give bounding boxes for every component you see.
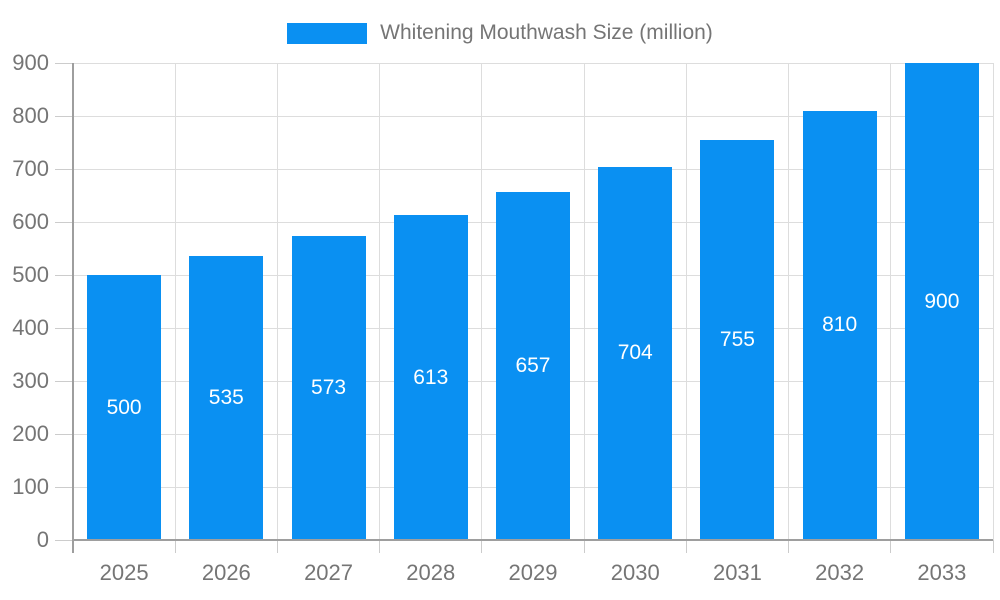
x-axis-tick <box>583 540 585 553</box>
bar <box>802 110 877 540</box>
bar-value-label: 535 <box>208 386 244 410</box>
x-axis-tick <box>992 540 994 553</box>
grid-line-vertical <box>583 63 585 540</box>
legend-label: Whitening Mouthwash Size (million) <box>380 21 713 44</box>
y-axis-tick <box>55 274 73 276</box>
grid-line-vertical <box>481 63 483 540</box>
x-axis-tick-label: 2026 <box>201 560 251 585</box>
y-axis-tick-label: 0 <box>36 527 49 552</box>
x-axis-line <box>73 539 993 541</box>
grid-line-vertical <box>788 63 790 540</box>
y-axis-tick <box>55 168 73 170</box>
x-axis-tick <box>685 540 687 553</box>
x-axis-tick <box>788 540 790 553</box>
grid-line-vertical <box>890 63 892 540</box>
y-axis-tick <box>55 62 73 64</box>
y-axis-tick <box>55 221 73 223</box>
x-axis-tick-label: 2031 <box>712 560 762 585</box>
y-axis-tick <box>55 486 73 488</box>
bar-value-label: 704 <box>617 341 653 365</box>
x-axis-tick-label: 2027 <box>304 560 354 585</box>
y-axis-tick-label: 100 <box>12 474 49 499</box>
x-axis-tick <box>174 540 176 553</box>
bar <box>700 139 775 540</box>
grid-line-horizontal <box>73 168 993 170</box>
y-axis-tick-label: 200 <box>12 421 49 446</box>
grid-line-vertical <box>685 63 687 540</box>
bar <box>393 215 468 540</box>
x-axis-tick-label: 2028 <box>406 560 456 585</box>
bar-value-label: 810 <box>822 313 858 337</box>
bar-value-label: 900 <box>924 289 960 313</box>
legend: Whitening Mouthwash Size (million) <box>0 21 1000 45</box>
bar <box>904 63 979 540</box>
grid-line-vertical <box>276 63 278 540</box>
y-axis-tick <box>55 433 73 435</box>
x-axis-tick <box>276 540 278 553</box>
x-axis-tick-label: 2025 <box>99 560 149 585</box>
y-axis-tick-label: 900 <box>12 50 49 75</box>
legend-swatch <box>287 22 368 44</box>
plot-area: 0 100 200 300 400 500 600 700 800 900 500 2025 535 20… <box>12 50 994 585</box>
x-axis-tick-label: 2029 <box>508 560 558 585</box>
y-axis-tick-label: 400 <box>12 315 49 340</box>
grid-line-horizontal <box>73 62 993 64</box>
grid-line-horizontal <box>73 115 993 117</box>
x-axis-tick-label: 2032 <box>815 560 865 585</box>
y-axis-tick-label: 700 <box>12 156 49 181</box>
x-axis-tick <box>890 540 892 553</box>
x-axis-tick <box>481 540 483 553</box>
y-axis-tick-label: 500 <box>12 262 49 287</box>
y-axis-tick <box>55 539 73 541</box>
y-axis-tick <box>55 115 73 117</box>
bar <box>87 275 162 540</box>
y-axis-tick <box>55 327 73 329</box>
x-axis-tick <box>379 540 381 553</box>
grid-line-vertical <box>174 63 176 540</box>
y-axis-line <box>72 63 74 553</box>
x-axis-tick-label: 2030 <box>610 560 660 585</box>
grid-line-vertical <box>379 63 381 540</box>
y-axis-tick <box>55 380 73 382</box>
bar <box>598 166 673 540</box>
grid-line-vertical <box>992 63 994 540</box>
bar-value-label: 573 <box>311 376 347 400</box>
bar-value-label: 657 <box>515 353 551 377</box>
y-axis-tick-label: 300 <box>12 368 49 393</box>
bar-value-label: 613 <box>413 365 449 389</box>
bar-value-label: 500 <box>106 395 142 419</box>
x-axis-tick-label: 2033 <box>917 560 967 585</box>
bar <box>291 236 366 540</box>
bar <box>189 256 264 540</box>
y-axis-tick-label: 600 <box>12 209 49 234</box>
y-axis-tick-label: 800 <box>12 103 49 128</box>
bar <box>496 191 570 540</box>
bar-value-label: 755 <box>719 327 755 351</box>
